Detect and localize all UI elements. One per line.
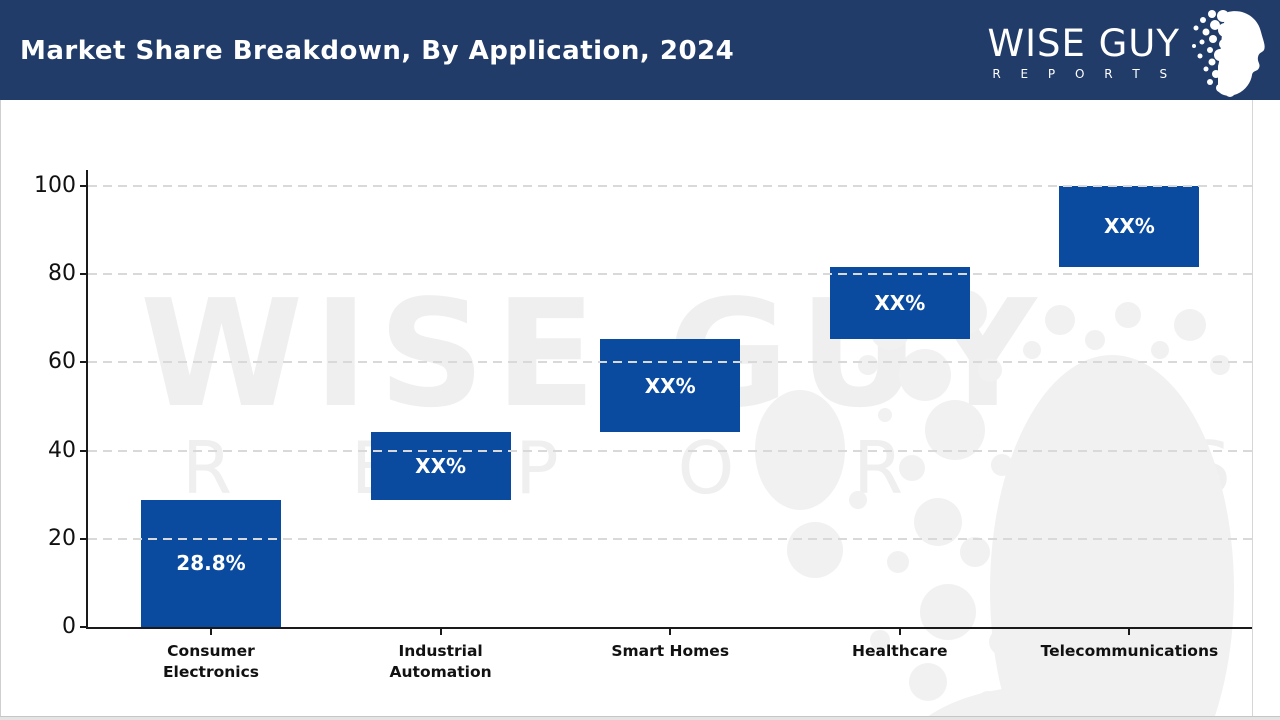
- y-tick-label: 100: [34, 173, 76, 198]
- x-tick-label: Consumer Electronics: [162, 642, 260, 681]
- x-tick-mark: [898, 627, 901, 635]
- logo-text: WISE GUY R E P O R T S: [988, 22, 1180, 81]
- x-tick-mark: [439, 627, 442, 635]
- x-tick-mark: [1128, 627, 1131, 635]
- bar-value-label: XX%: [874, 291, 926, 316]
- frame-edge-right: [1252, 100, 1253, 717]
- x-tick-label: Telecommunications: [1040, 642, 1219, 660]
- y-tick-mark: [80, 361, 88, 364]
- x-tick-label: Healthcare: [852, 642, 948, 660]
- y-tick-label: 20: [48, 525, 76, 551]
- chart-canvas: WISE GUY R E P O R T S: [0, 100, 1280, 720]
- y-tick-label: 40: [48, 437, 76, 463]
- page-title: Market Share Breakdown, By Application, …: [20, 36, 735, 66]
- header-bar: Market Share Breakdown, By Application, …: [0, 0, 1280, 100]
- x-tick-mark: [210, 627, 212, 635]
- y-tick-label: 60: [48, 349, 76, 375]
- bar-healthcare: [829, 266, 970, 340]
- gridline-80: [88, 273, 1253, 276]
- logo-subtitle: R E P O R T S: [992, 67, 1176, 81]
- y-tick-mark: [80, 185, 88, 187]
- y-tick-mark: [80, 537, 88, 540]
- frame-bottom-hairline: [0, 716, 1280, 717]
- bar-industrial-automation: [370, 432, 511, 500]
- bar-value-label: XX%: [415, 454, 467, 479]
- y-axis: [86, 170, 88, 629]
- bar-value-label: XX%: [1103, 214, 1155, 239]
- bar-consumer-electronics: [141, 499, 281, 627]
- y-tick-mark: [80, 626, 88, 628]
- bar-telecommunications: [1059, 186, 1200, 267]
- frame-edge-left: [0, 100, 1, 720]
- x-tick-mark: [669, 627, 672, 635]
- x-axis: [86, 627, 1253, 629]
- gridline-100: [88, 185, 1253, 187]
- bar-smart-homes: [600, 339, 741, 433]
- logo-wordmark: WISE GUY: [987, 22, 1180, 65]
- gridline-40: [88, 449, 1253, 452]
- x-tick-label: Industrial Automation: [389, 642, 492, 681]
- y-tick-label: 80: [48, 261, 76, 287]
- y-tick-mark: [80, 273, 88, 276]
- gridline-60: [88, 361, 1253, 364]
- bar-value-label: 28.8%: [176, 551, 246, 576]
- bar-value-label: XX%: [644, 373, 696, 398]
- logo-head-icon: [1192, 10, 1265, 97]
- gridline-20: [88, 537, 1253, 540]
- wise-guy-reports-logo: WISE GUY R E P O R T S: [988, 4, 1266, 97]
- y-tick-label: 0: [62, 614, 76, 639]
- x-tick-label: Smart Homes: [611, 642, 730, 660]
- y-tick-mark: [80, 449, 88, 452]
- frame-bottom-strip: [0, 717, 1280, 720]
